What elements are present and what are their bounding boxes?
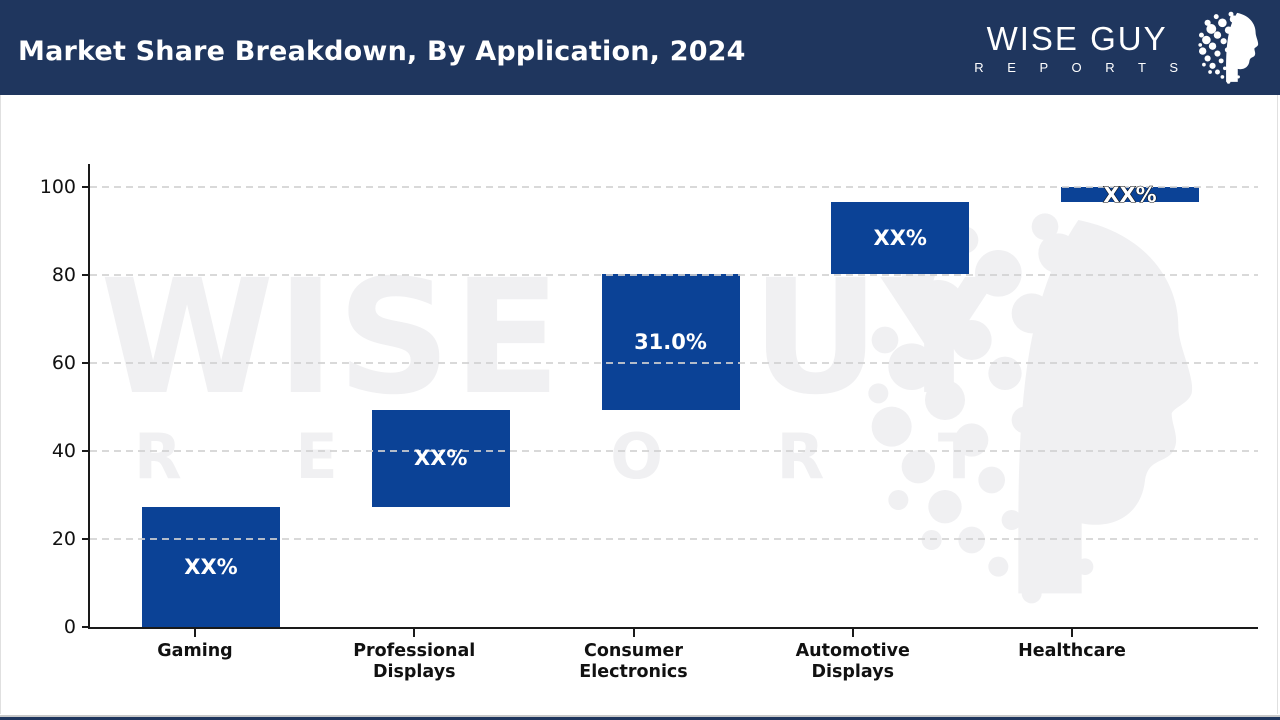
- y-axis-line: [88, 164, 90, 629]
- grid-line: [90, 186, 1258, 188]
- grid-line: [90, 538, 1258, 540]
- x-tick-label: Automotive Displays: [795, 641, 910, 682]
- y-tick-label: 80: [51, 264, 76, 286]
- y-tick-mark: [82, 186, 90, 188]
- x-tick-label: Gaming: [157, 641, 233, 661]
- brand-logo-text: WISE GUY R E P O R T S: [966, 22, 1188, 75]
- grid-line: [90, 274, 1258, 276]
- x-tick-mark: [1071, 629, 1073, 637]
- y-tick-mark: [82, 274, 90, 276]
- bar-value-label: 31.0%: [634, 329, 707, 354]
- x-tick-label: Consumer Electronics: [579, 641, 688, 682]
- bar-segment: [1061, 187, 1199, 203]
- grid-line: [90, 362, 1258, 364]
- header-bar: Market Share Breakdown, By Application, …: [0, 0, 1280, 95]
- y-tick-mark: [82, 450, 90, 452]
- brand-subtitle: R E P O R T S: [974, 59, 1188, 75]
- y-tick-label: 60: [51, 352, 76, 374]
- bar-value-label: XX%: [414, 446, 468, 471]
- footer-divider: [0, 715, 1280, 717]
- bar-segment: [371, 410, 510, 507]
- y-tick-label: 100: [39, 176, 76, 198]
- bar-value-label: XX%: [184, 554, 238, 579]
- x-tick-label: Healthcare: [1018, 641, 1126, 661]
- brand-head-icon: [1190, 8, 1272, 88]
- grid-line: [90, 450, 1258, 452]
- footer-bar: [0, 717, 1280, 720]
- bar-value-label: XX%: [873, 226, 927, 251]
- y-tick-mark: [82, 626, 90, 628]
- x-axis-line: [88, 627, 1258, 629]
- x-tick-label: Professional Displays: [353, 641, 476, 682]
- brand-name: WISE GUY: [986, 19, 1168, 57]
- x-tick-mark: [413, 629, 416, 637]
- y-tick-label: 20: [51, 528, 76, 550]
- x-tick-mark: [632, 629, 635, 637]
- y-tick-mark: [82, 362, 90, 364]
- chart-title: Market Share Breakdown, By Application, …: [18, 36, 746, 67]
- bar-segment: [601, 273, 740, 411]
- y-tick-mark: [82, 538, 90, 540]
- x-tick-mark: [851, 629, 854, 637]
- y-tick-label: 0: [63, 616, 76, 638]
- bar-segment: [142, 506, 280, 627]
- bar-value-label: XX%: [1103, 182, 1158, 207]
- brand-logo: WISE GUY R E P O R T S: [966, 4, 1272, 92]
- y-tick-label: 40: [51, 440, 76, 462]
- x-tick-mark: [194, 629, 196, 637]
